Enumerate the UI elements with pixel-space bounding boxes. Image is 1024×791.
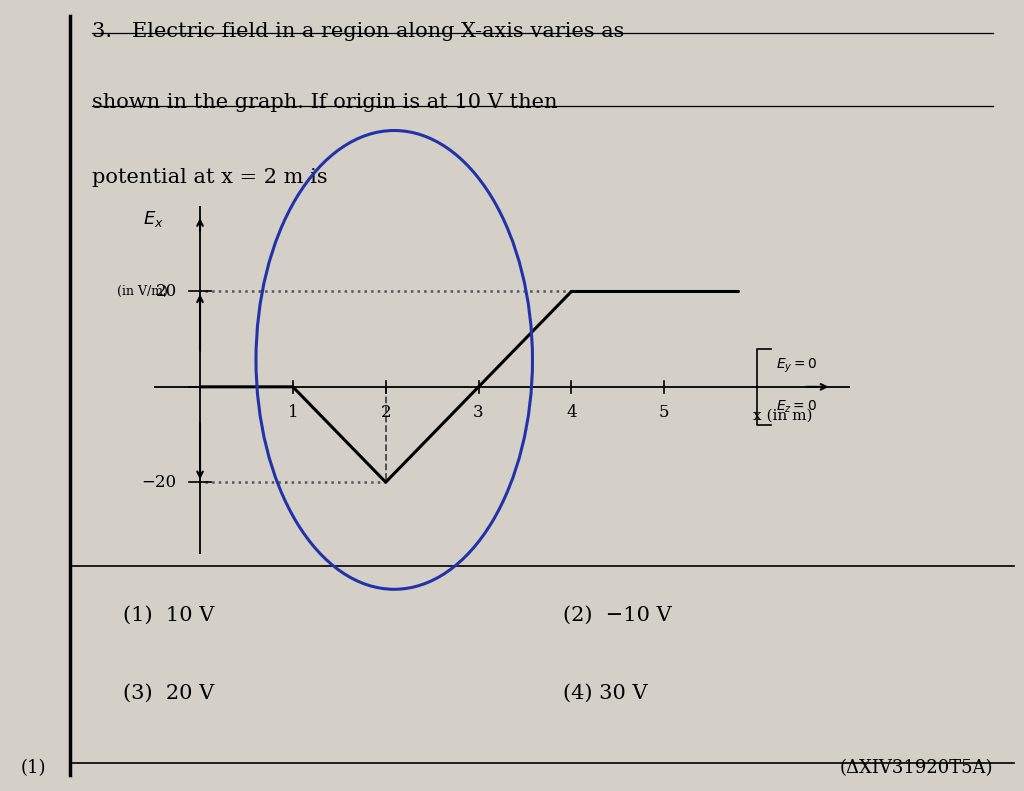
Text: 5: 5: [659, 403, 670, 421]
Text: 2: 2: [380, 403, 391, 421]
Text: (2)  −10 V: (2) −10 V: [563, 606, 672, 625]
Text: $E_x$: $E_x$: [143, 210, 164, 229]
Text: (1)  10 V: (1) 10 V: [123, 606, 214, 625]
Text: (3)  20 V: (3) 20 V: [123, 684, 214, 703]
Text: −20: −20: [141, 474, 177, 490]
Text: 20: 20: [156, 283, 177, 300]
Text: shown in the graph. If origin is at 10 V then: shown in the graph. If origin is at 10 V…: [92, 93, 558, 112]
Text: 4: 4: [566, 403, 577, 421]
Text: (in V/m): (in V/m): [117, 285, 168, 298]
Text: 1: 1: [288, 403, 298, 421]
Text: (4) 30 V: (4) 30 V: [563, 684, 648, 703]
Text: 3: 3: [473, 403, 484, 421]
Text: potential at x = 2 m is: potential at x = 2 m is: [92, 168, 328, 187]
Text: $E_z = 0$: $E_z = 0$: [775, 399, 817, 415]
Text: 3.   Electric field in a region along X-axis varies as: 3. Electric field in a region along X-ax…: [92, 22, 625, 41]
Text: x (in m): x (in m): [754, 408, 813, 422]
Text: (ΔXIV31920T5A): (ΔXIV31920T5A): [840, 759, 993, 777]
Text: (1): (1): [20, 759, 46, 777]
Text: $E_y = 0$: $E_y = 0$: [775, 357, 817, 375]
